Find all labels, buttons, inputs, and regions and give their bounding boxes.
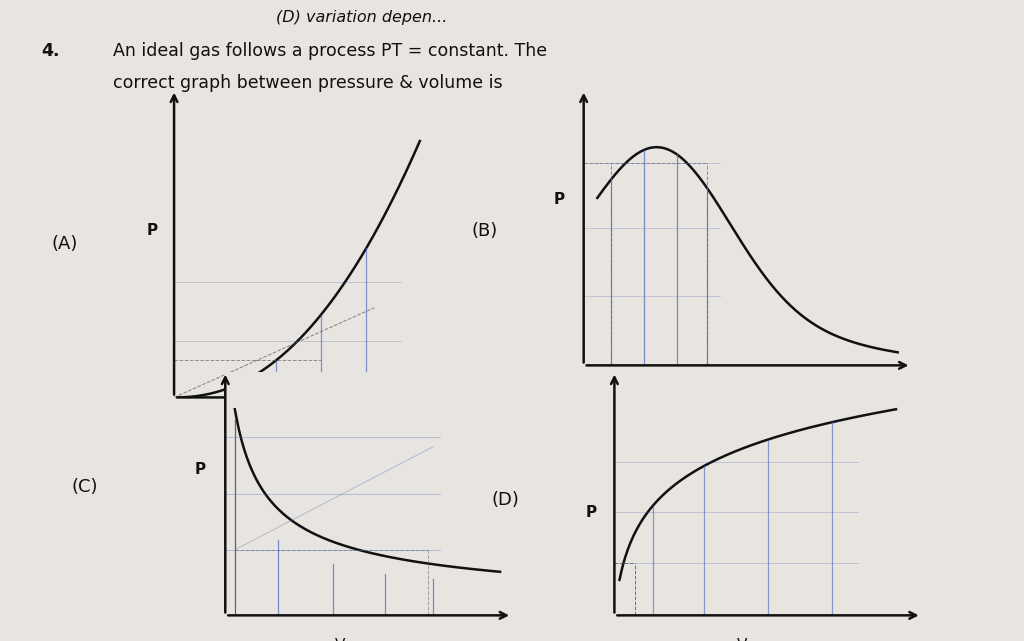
Text: (C): (C): [72, 478, 98, 496]
Text: 4.: 4.: [41, 42, 59, 60]
Text: V: V: [737, 638, 748, 641]
Text: P: P: [195, 462, 206, 477]
Text: correct graph between pressure & volume is: correct graph between pressure & volume …: [113, 74, 502, 92]
Text: V: V: [682, 388, 692, 403]
Text: (B): (B): [471, 222, 498, 240]
Text: An ideal gas follows a process PT = constant. The: An ideal gas follows a process PT = cons…: [113, 42, 547, 60]
Text: V: V: [335, 638, 345, 641]
Text: (D): (D): [492, 491, 519, 509]
Text: P: P: [586, 505, 596, 520]
Text: (D) variation depen...: (D) variation depen...: [276, 10, 447, 24]
Text: P: P: [146, 223, 158, 238]
Text: V: V: [302, 423, 313, 438]
Text: (A): (A): [51, 235, 78, 253]
Text: P: P: [553, 192, 564, 208]
